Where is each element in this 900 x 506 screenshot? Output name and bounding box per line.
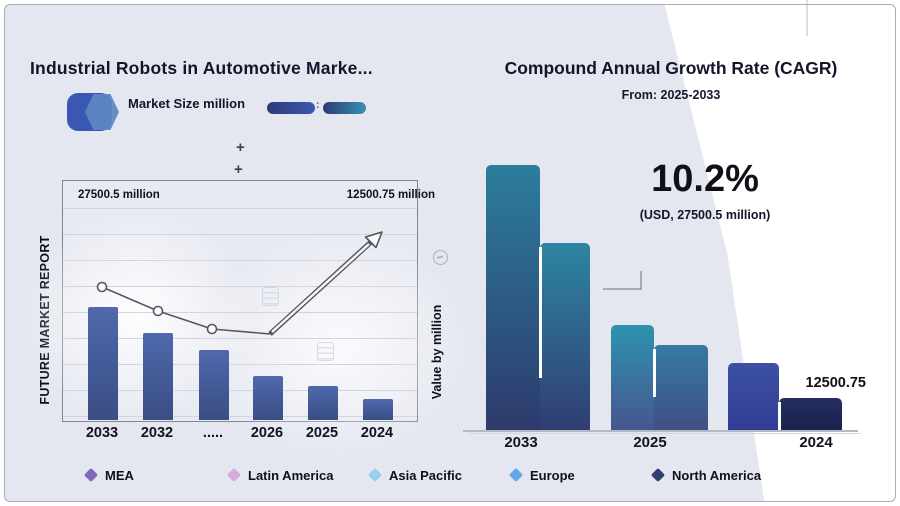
- gridline: [63, 260, 417, 261]
- bar-2033-secondary: [540, 243, 590, 430]
- ghost-table-icon: [262, 287, 279, 306]
- bar-gap: [653, 349, 656, 397]
- bar-2024-primary: [728, 363, 779, 430]
- x-label-2024: 2024: [360, 425, 394, 441]
- legend-label: Latin America: [248, 467, 334, 483]
- bar-2026: [253, 376, 283, 420]
- gridline: [63, 208, 417, 209]
- legend-item-north-america[interactable]: North America: [650, 467, 762, 483]
- x-label-2025: 2025: [633, 434, 667, 451]
- capsule-indicator-teal: [323, 102, 366, 114]
- capsule-colon: :: [316, 100, 320, 111]
- bar-2024: [363, 399, 393, 420]
- gridline: [63, 364, 417, 365]
- corner-bracket: [603, 288, 641, 290]
- x-label-2032: 2032: [140, 425, 174, 441]
- bar-2024-secondary: [779, 398, 842, 430]
- cagr-chart: 2033 2025 2024: [455, 150, 875, 460]
- gridline: [63, 390, 417, 391]
- plus-mark: +: [234, 161, 243, 178]
- bar-gap: [539, 247, 542, 378]
- capsule-indicator-blue: [267, 102, 315, 114]
- first-value-label: 27500.5 million: [78, 189, 160, 201]
- decor-line: [806, 0, 808, 36]
- bar-2033: [88, 307, 118, 420]
- right-chart-title: Compound Annual Growth Rate (CAGR): [504, 58, 838, 78]
- gridline: [63, 338, 417, 339]
- legend-item-mea[interactable]: MEA: [83, 467, 134, 483]
- trend-line-overlay: [96, 231, 383, 336]
- arrow-head-icon: [364, 231, 383, 249]
- cagr-caption: (USD, 27500.5 million): [639, 208, 771, 222]
- bar-2025-primary: [611, 325, 654, 430]
- last-value-label: 12500.75 million: [346, 189, 435, 201]
- bar-.....: [199, 350, 229, 420]
- gridline: [63, 416, 417, 417]
- cagr-value: 10.2%: [651, 158, 759, 200]
- x-axis-shadow: [469, 433, 861, 434]
- x-label-2025: 2025: [305, 425, 339, 441]
- legend-label: Europe: [530, 467, 575, 483]
- x-label-2024: 2024: [799, 434, 833, 451]
- bar-gap: [778, 402, 781, 430]
- legend-item-asia-pacific[interactable]: Asia Pacific: [367, 467, 462, 483]
- gridline: [63, 234, 417, 235]
- x-label-2026: 2026: [250, 425, 284, 441]
- x-label-2033: 2033: [504, 434, 538, 451]
- legend-item-latin-america[interactable]: Latin America: [226, 467, 334, 483]
- bar-2025-secondary: [654, 345, 708, 430]
- series-label: Market Size million: [128, 96, 246, 111]
- x-axis-line: [463, 430, 858, 432]
- x-label-.....: .....: [202, 425, 224, 441]
- corner-bracket: [640, 271, 642, 290]
- ghost-table-icon: [317, 342, 334, 361]
- bar-2025: [308, 386, 338, 420]
- bar-2033-primary: [486, 165, 540, 430]
- right-chart-subtitle: From: 2025-2033: [621, 88, 721, 102]
- gridline: [63, 312, 417, 313]
- gridline: [63, 286, 417, 287]
- legend-item-europe[interactable]: Europe: [508, 467, 575, 483]
- legend-label: Asia Pacific: [389, 467, 462, 483]
- plus-mark: +: [236, 139, 245, 156]
- left-chart-title: Industrial Robots in Automotive Marke...: [30, 58, 373, 78]
- legend-label: North America: [672, 467, 762, 483]
- end-value-label: 12500.75: [805, 375, 866, 391]
- bar-2032: [143, 333, 173, 420]
- x-label-2033: 2033: [85, 425, 119, 441]
- legend-label: MEA: [105, 467, 134, 483]
